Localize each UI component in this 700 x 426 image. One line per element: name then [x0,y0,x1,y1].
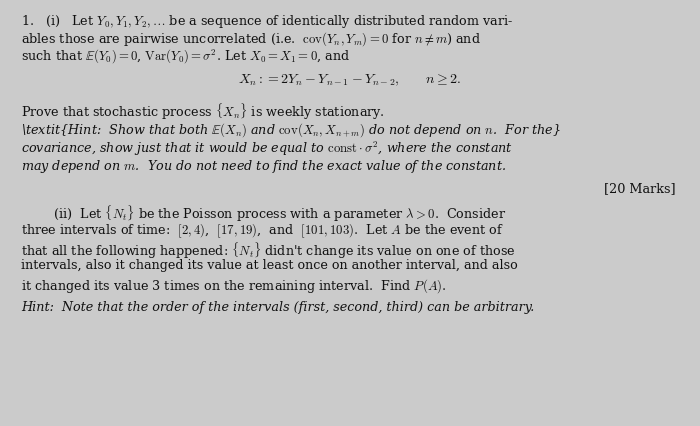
Text: Prove that stochastic process $\{X_n\}$ is weekly stationary.: Prove that stochastic process $\{X_n\}$ … [21,101,385,121]
Text: intervals, also it changed its value at least once on another interval, and also: intervals, also it changed its value at … [21,259,518,271]
Text: it changed its value 3 times on the remaining interval.  Find $P(A)$.: it changed its value 3 times on the rema… [21,277,447,295]
Text: such that $\mathbb{E}(Y_0) = 0$, $\mathrm{Var}(Y_0) = \sigma^2$. Let $X_0 = X_1 : such that $\mathbb{E}(Y_0) = 0$, $\mathr… [21,47,350,65]
Text: Hint:  Note that the order of the intervals (first, second, third) can be arbitr: Hint: Note that the order of the interva… [21,300,534,313]
Text: 1.   (i)   Let $Y_0, Y_1, Y_2, \ldots$ be a sequence of identically distributed : 1. (i) Let $Y_0, Y_1, Y_2, \ldots$ be a … [21,13,513,30]
Text: that all the following happened: $\{N_t\}$ didn't change its value on one of tho: that all the following happened: $\{N_t\… [21,240,516,260]
Text: \textit{Hint:  Show that both $\mathbb{E}(X_n)$ and $\mathrm{cov}(X_n, X_{n+m})$: \textit{Hint: Show that both $\mathbb{E}… [21,121,561,139]
Text: [20 Marks]: [20 Marks] [604,181,676,194]
Text: $X_n := 2Y_n - Y_{n-1} - Y_{n-2}, \qquad n \geq 2.$: $X_n := 2Y_n - Y_{n-1} - Y_{n-2}, \qquad… [239,72,461,88]
Text: covariance, show just that it would be equal to $\mathrm{const} \cdot \sigma^2$,: covariance, show just that it would be e… [21,140,513,158]
Text: may depend on $m$.  You do not need to find the exact value of the constant.: may depend on $m$. You do not need to fi… [21,158,506,175]
Text: (ii)  Let $\{N_t\}$ be the Poisson process with a parameter $\lambda > 0$.  Cons: (ii) Let $\{N_t\}$ be the Poisson proces… [21,204,506,224]
Text: three intervals of time:  $[2, 4)$,  $[17, 19)$,  and  $[101, 103)$.  Let $A$ be: three intervals of time: $[2, 4)$, $[17,… [21,222,504,239]
Text: ables those are pairwise uncorrelated (i.e.  $\mathrm{cov}(Y_n, Y_m) = 0$ for $n: ables those are pairwise uncorrelated (i… [21,30,481,48]
